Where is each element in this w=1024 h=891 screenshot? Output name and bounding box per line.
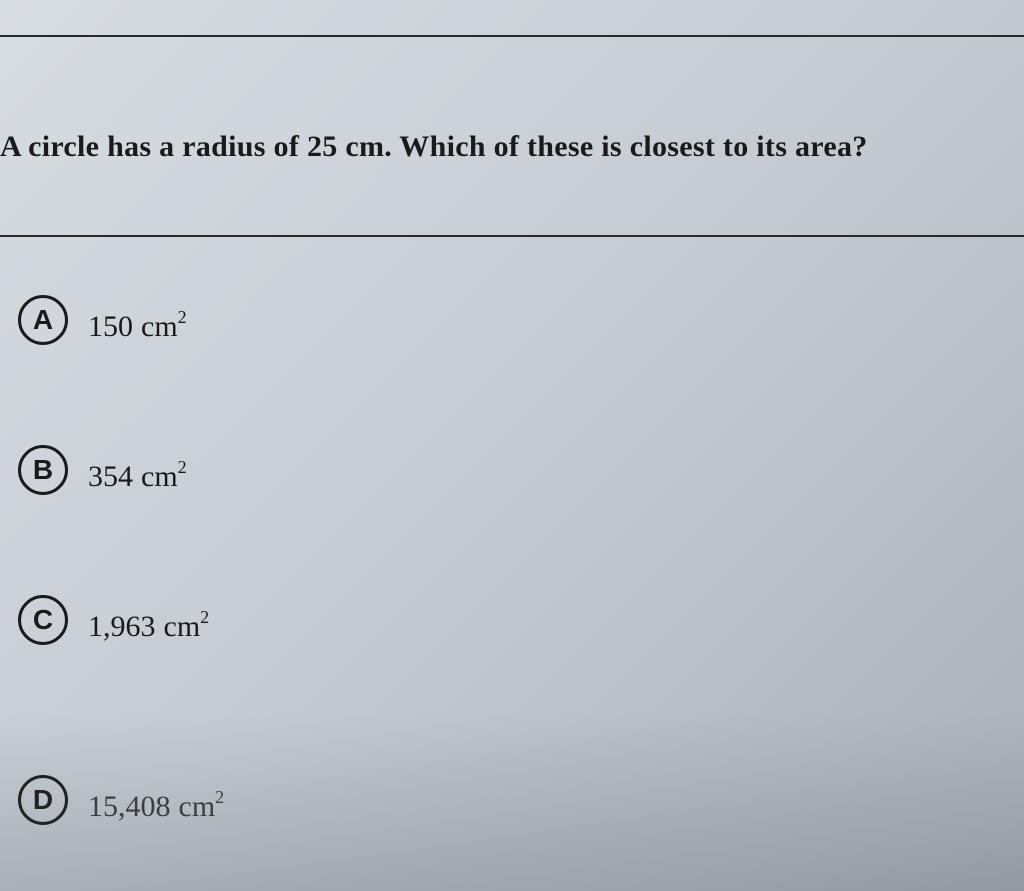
unit-exponent: 2 [178,457,187,477]
unit-exponent: 2 [200,607,209,627]
option-unit: cm2 [179,789,225,824]
unit-text: cm [179,790,216,823]
unit-text: cm [141,310,178,343]
option-number: 150 [88,310,133,344]
option-value-d: 15,408 cm2 [88,789,224,824]
option-value-a: 150 cm2 [88,309,187,344]
option-b[interactable]: B 354 cm2 [18,445,187,495]
option-number: 354 [88,460,133,494]
unit-exponent: 2 [215,787,224,807]
unit-exponent: 2 [178,307,187,327]
option-letter-d: D [18,775,68,825]
unit-text: cm [164,610,201,643]
option-unit: cm2 [164,609,210,644]
option-unit: cm2 [141,459,187,494]
option-a[interactable]: A 150 cm2 [18,295,187,345]
option-number: 15,408 [88,790,171,824]
option-unit: cm2 [141,309,187,344]
question-page: A circle has a radius of 25 cm. Which of… [0,0,1024,891]
option-number: 1,963 [88,610,156,644]
option-letter-c: C [18,595,68,645]
option-value-b: 354 cm2 [88,459,187,494]
option-d[interactable]: D 15,408 cm2 [18,775,224,825]
option-letter-a: A [18,295,68,345]
option-c[interactable]: C 1,963 cm2 [18,595,209,645]
unit-text: cm [141,460,178,493]
question-divider [0,235,1024,237]
option-value-c: 1,963 cm2 [88,609,209,644]
top-rule [0,35,1024,37]
option-letter-b: B [18,445,68,495]
question-text: A circle has a radius of 25 cm. Which of… [0,130,1024,164]
